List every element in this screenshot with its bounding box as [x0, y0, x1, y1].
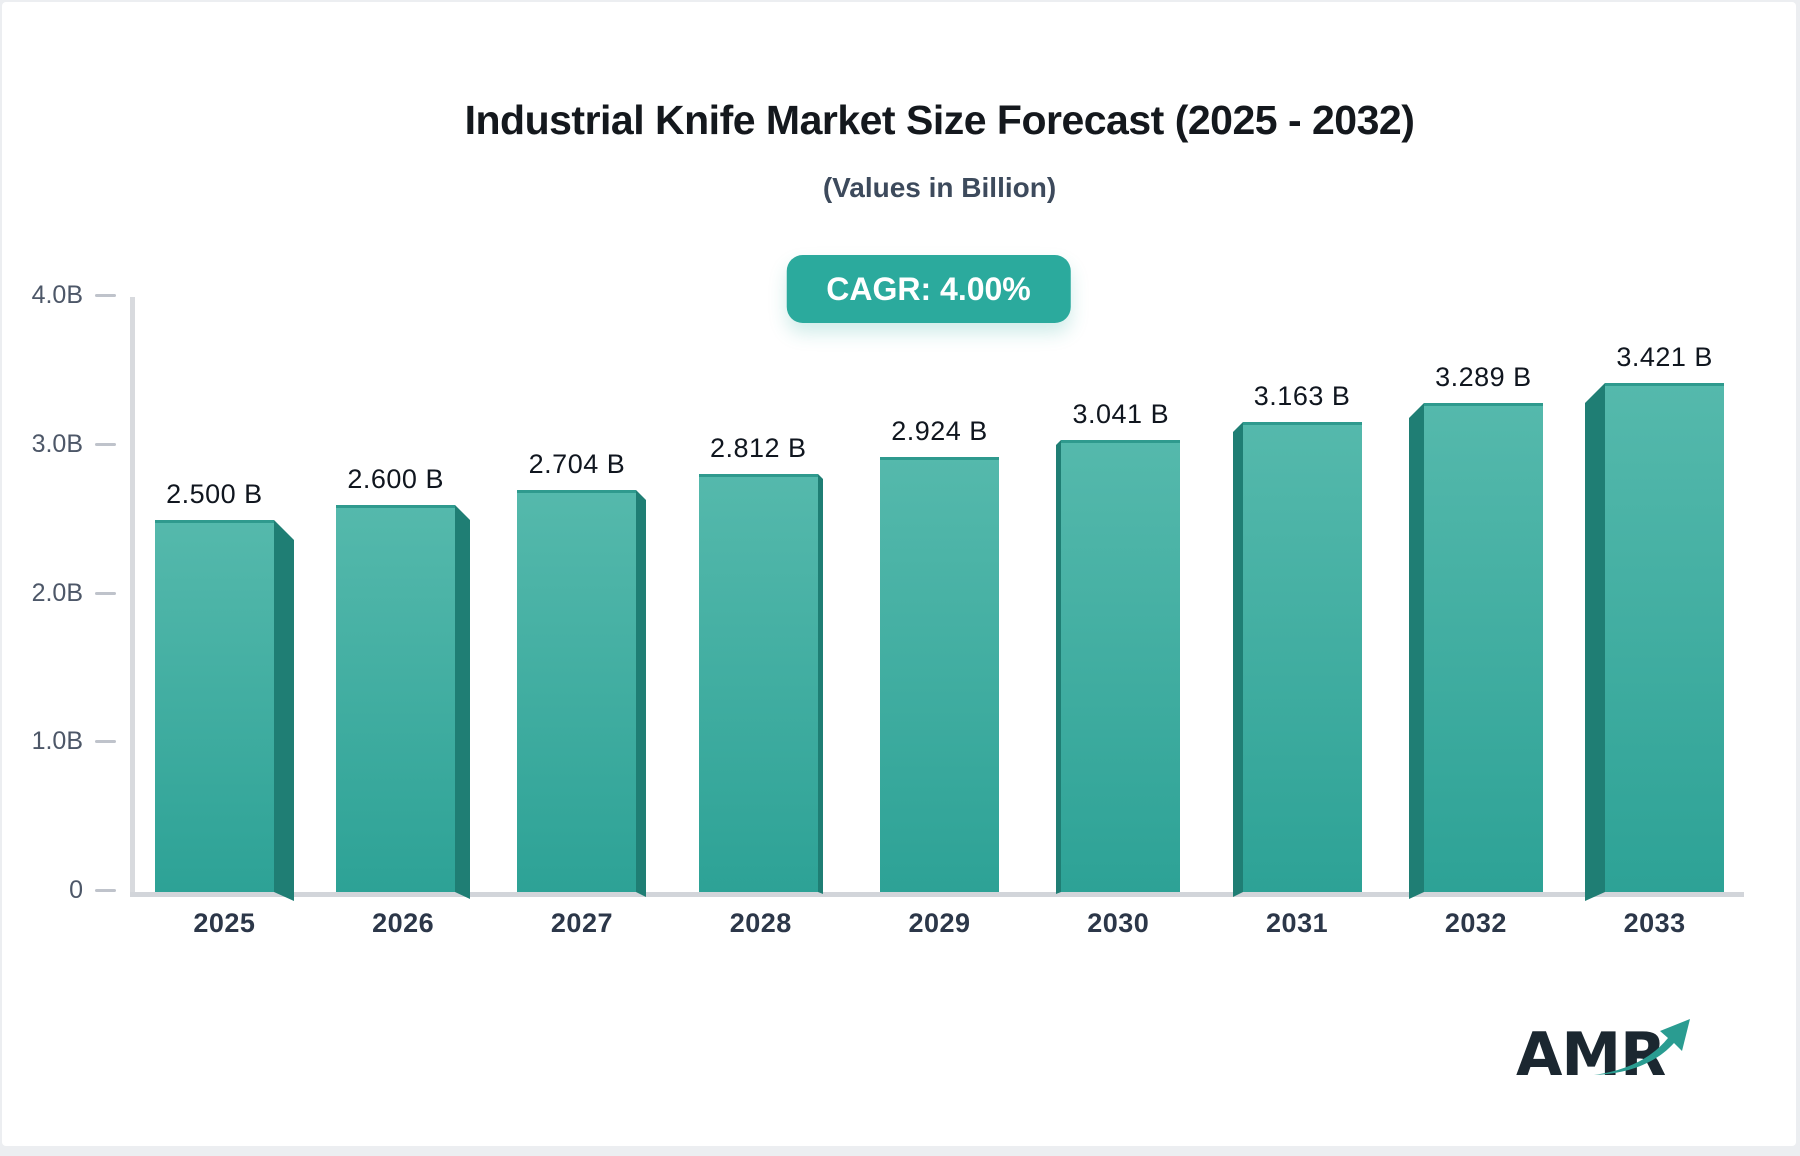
- y-tick-mark: [95, 294, 116, 298]
- bar-2032: 3.289 B: [1408, 362, 1543, 899]
- bar-front-face: [1605, 383, 1725, 892]
- bar-side-face: [273, 520, 294, 901]
- bar-top-edge: [154, 520, 274, 523]
- bar-value-label: 2.600 B: [347, 464, 444, 494]
- bar-slot: 3.163 B 2031: [1208, 297, 1387, 938]
- bar-slot: 2.704 B 2027: [493, 297, 672, 938]
- y-tick-label: 2.0B: [31, 578, 83, 607]
- bar-top-edge: [336, 505, 456, 508]
- bar-value-label: 3.289 B: [1435, 362, 1532, 392]
- bar-side-face: [1056, 440, 1062, 894]
- bar-top-edge: [698, 474, 818, 477]
- y-axis: 4.0B 3.0B 2.0B 1.0B 0: [2, 281, 130, 904]
- y-tick-mark: [95, 442, 116, 446]
- bar-shape: [154, 520, 294, 901]
- bar-top-edge: [517, 490, 637, 493]
- bar-slot: 2.500 B 2025: [135, 297, 314, 938]
- bar-front-face: [154, 520, 274, 892]
- bar-value-label: 2.500 B: [166, 479, 263, 509]
- x-axis-label: 2031: [1266, 908, 1329, 938]
- bar-front-face: [336, 505, 456, 892]
- bar-front-face: [1423, 403, 1543, 892]
- bar-shape: [698, 474, 823, 894]
- bar-side-face: [1232, 422, 1243, 897]
- bar-2028: 2.812 B: [698, 433, 823, 894]
- bar-front-face: [880, 457, 1000, 892]
- chart-title: Industrial Knife Market Size Forecast (2…: [464, 97, 1415, 143]
- growth-arrow-icon: [1594, 1019, 1690, 1075]
- y-tick: 0: [69, 876, 130, 905]
- bar-top-edge: [880, 457, 1000, 460]
- bar-slot: 2.924 B 2029: [850, 297, 1029, 938]
- bar-slot: 2.600 B 2026: [314, 297, 493, 938]
- y-tick: 4.0B: [32, 281, 130, 310]
- y-tick-mark: [95, 889, 116, 893]
- chart-subtitle: (Values in Billion): [822, 172, 1057, 203]
- bar-shape: [1232, 422, 1362, 897]
- y-tick-label: 3.0B: [31, 429, 83, 458]
- x-axis-label: 2033: [1623, 908, 1686, 938]
- x-axis-label: 2026: [372, 908, 435, 938]
- x-axis-label: 2032: [1444, 908, 1507, 938]
- bar-value-label: 2.924 B: [891, 416, 988, 446]
- bar-side-face: [817, 474, 823, 894]
- x-axis-label: 2028: [729, 908, 792, 938]
- y-tick-label: 4.0B: [31, 281, 83, 310]
- bar-2027: 2.704 B: [517, 449, 647, 897]
- bar-top-edge: [1061, 440, 1181, 443]
- x-axis-label: 2029: [908, 908, 971, 938]
- bar-side-face: [1408, 403, 1424, 899]
- bar-2031: 3.163 B: [1232, 381, 1362, 897]
- cagr-badge: CAGR: 4.00%: [786, 255, 1071, 323]
- bar-2025: 2.500 B: [154, 479, 294, 901]
- y-tick: 3.0B: [32, 430, 130, 459]
- bar-value-label: 3.041 B: [1072, 399, 1170, 429]
- y-tick: 1.0B: [32, 727, 130, 756]
- x-axis-label: 2025: [193, 908, 256, 938]
- bar-slot: 3.289 B 2032: [1386, 297, 1565, 938]
- bar-2033: 3.421 B: [1585, 342, 1725, 901]
- bar-top-edge: [1423, 403, 1543, 406]
- y-tick: 2.0B: [32, 579, 130, 608]
- bar-2026: 2.600 B: [336, 464, 471, 899]
- bar-shape: [1056, 440, 1181, 894]
- y-tick-label: 0: [69, 876, 83, 905]
- x-axis-line: [130, 892, 1744, 897]
- bar-slot: 2.812 B 2028: [671, 297, 850, 938]
- bar-side-face: [455, 505, 471, 899]
- bar-shape: [880, 457, 1000, 892]
- bar-slot: 3.041 B 2030: [1029, 297, 1208, 938]
- bar-2030: 3.041 B: [1056, 399, 1181, 894]
- bars-container: 2.500 B 2025 2.600 B 2026 2.704 B 2027 2.812 B…: [135, 297, 1744, 938]
- bar-shape: [336, 505, 471, 899]
- bar-shape: [1585, 383, 1725, 901]
- y-tick-mark: [95, 591, 116, 595]
- bar-slot: 3.421 B 2033: [1565, 297, 1744, 938]
- bar-value-label: 3.163 B: [1253, 381, 1351, 411]
- bar-shape: [517, 490, 647, 897]
- bar-shape: [1408, 403, 1543, 899]
- bar-front-face: [698, 474, 818, 892]
- x-axis-label: 2027: [550, 908, 613, 938]
- bar-side-face: [1585, 383, 1606, 901]
- bar-front-face: [1061, 440, 1181, 892]
- bar-front-face: [1242, 422, 1362, 892]
- amr-logo: AMR: [1516, 1019, 1690, 1094]
- y-tick-mark: [95, 740, 116, 744]
- bar-front-face: [517, 490, 637, 892]
- y-tick-label: 1.0B: [31, 727, 83, 756]
- plot-area: 2.500 B 2025 2.600 B 2026 2.704 B 2027 2.812 B…: [130, 297, 1744, 938]
- bar-value-label: 2.812 B: [709, 433, 807, 463]
- y-axis-line: [130, 297, 135, 894]
- logo-text: AMR: [1516, 1020, 1666, 1090]
- bar-top-edge: [1605, 383, 1725, 386]
- x-axis-label: 2030: [1087, 908, 1150, 938]
- bar-value-label: 3.421 B: [1616, 342, 1713, 372]
- bar-side-face: [636, 490, 647, 897]
- bar-top-edge: [1242, 422, 1362, 425]
- bar-2029: 2.924 B: [880, 416, 1000, 892]
- bar-value-label: 2.704 B: [528, 449, 626, 479]
